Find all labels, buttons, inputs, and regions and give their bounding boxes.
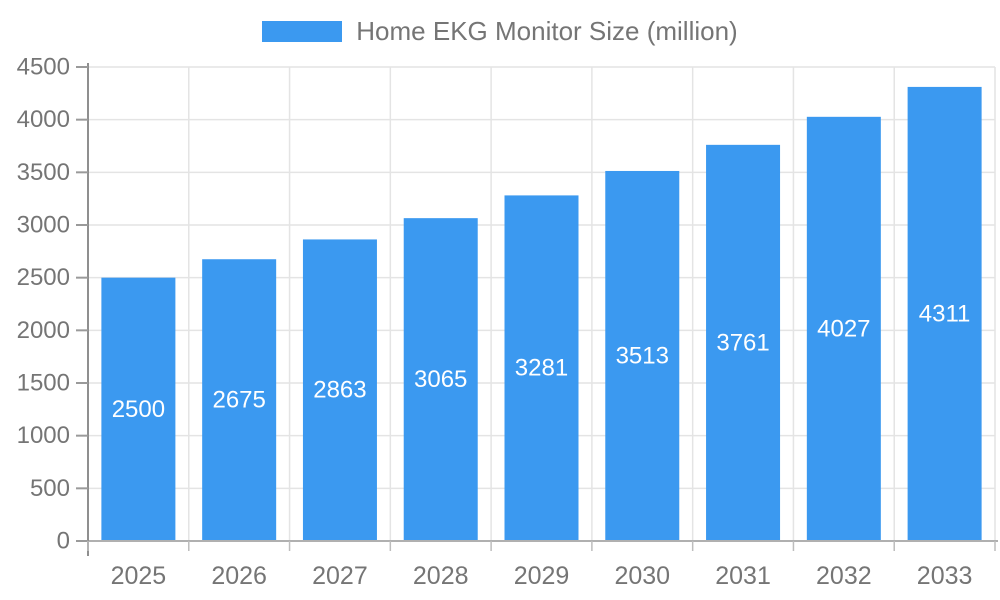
bar-value-label: 3761 — [716, 329, 769, 356]
bar-value-label: 2675 — [212, 387, 265, 414]
bar-2028[interactable] — [403, 218, 478, 542]
y-axis-label: 500 — [30, 475, 70, 502]
bar-value-label: 3065 — [414, 366, 467, 393]
bar-2033[interactable] — [907, 86, 982, 542]
y-axis-label: 4500 — [17, 54, 70, 81]
x-axis-label: 2032 — [816, 562, 872, 590]
bar-value-label: 2500 — [112, 396, 165, 423]
x-axis-label: 2030 — [614, 562, 670, 590]
y-axis-label: 2000 — [17, 317, 70, 344]
bar-2025[interactable] — [101, 277, 176, 541]
x-axis-label: 2028 — [413, 562, 469, 590]
y-axis-label: 4000 — [17, 106, 70, 133]
bar-2026[interactable] — [202, 259, 277, 541]
bar-2027[interactable] — [302, 239, 377, 541]
x-axis-label: 2026 — [211, 562, 267, 590]
x-axis-label: 2033 — [917, 562, 973, 590]
x-axis-label: 2025 — [111, 562, 167, 590]
y-axis-label: 2500 — [17, 264, 70, 291]
bar-value-label: 2863 — [313, 377, 366, 404]
y-axis-label: 3000 — [17, 212, 70, 239]
bar-value-label: 4311 — [919, 300, 971, 327]
legend-swatch — [262, 21, 343, 42]
bar-value-label: 4027 — [817, 315, 870, 342]
y-axis-label: 3500 — [17, 159, 70, 186]
y-axis-label: 0 — [57, 528, 70, 555]
bar-2032[interactable] — [806, 116, 881, 542]
x-axis-label: 2027 — [312, 562, 368, 590]
bar-2029[interactable] — [504, 195, 579, 541]
bar-value-label: 3513 — [616, 342, 669, 369]
x-axis-label: 2029 — [514, 562, 570, 590]
bar-value-label: 3281 — [515, 355, 568, 382]
y-axis-label: 1500 — [17, 370, 70, 397]
legend[interactable]: Home EKG Monitor Size (million) — [0, 16, 1000, 47]
bar-2031[interactable] — [706, 144, 781, 541]
y-axis-label: 1000 — [17, 422, 70, 449]
legend-label: Home EKG Monitor Size (million) — [356, 16, 738, 46]
x-axis-label: 2031 — [715, 562, 771, 590]
bar-2030[interactable] — [605, 170, 680, 542]
